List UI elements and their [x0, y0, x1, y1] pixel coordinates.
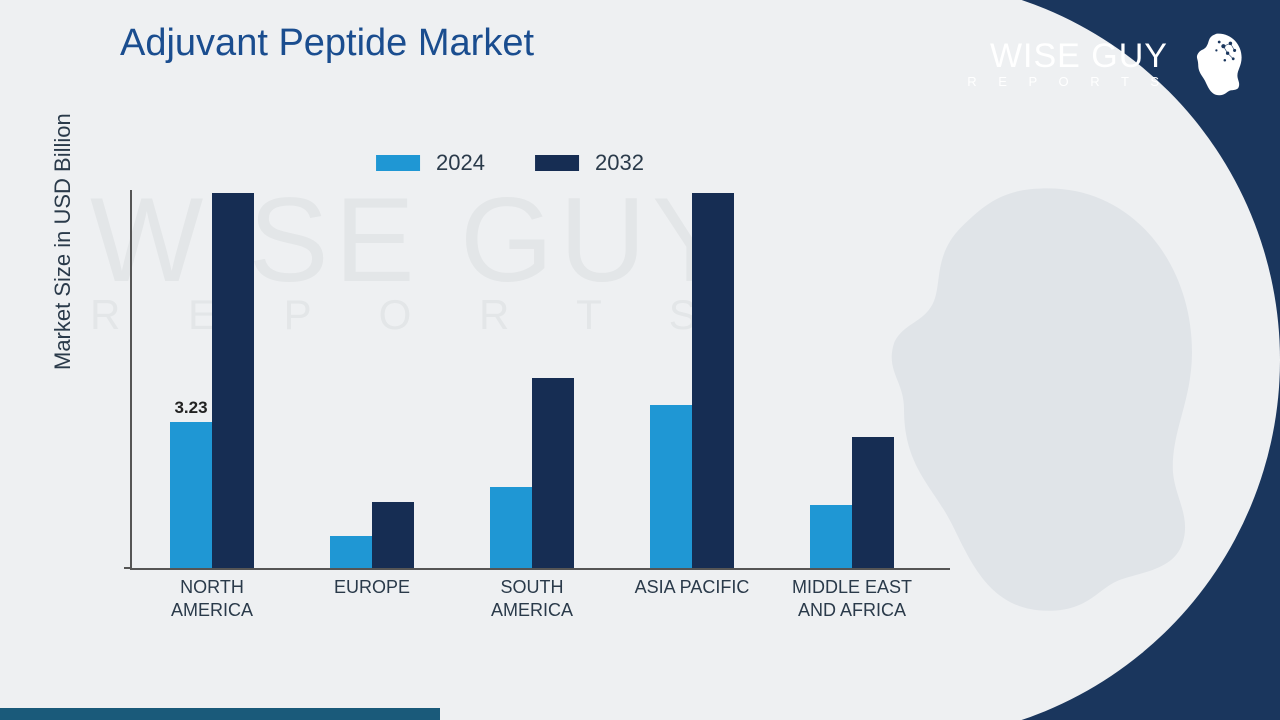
axis-tick: [124, 567, 132, 569]
legend-swatch: [376, 155, 420, 171]
brand-sub: R E P O R T S: [967, 74, 1168, 89]
chart-area: Market Size in USD Billion 20242032 3.23…: [60, 130, 960, 690]
category-label: NORTH AMERICA: [142, 568, 282, 621]
brand-main: WISE GUY: [967, 37, 1168, 76]
brand-logo: WISE GUY R E P O R T S: [967, 28, 1250, 98]
bar: [490, 487, 532, 568]
bar-value-label: 3.23: [174, 398, 207, 418]
bar: [330, 536, 372, 568]
legend-label: 2024: [436, 150, 485, 176]
bar-group: ASIA PACIFIC: [650, 193, 734, 568]
category-label: ASIA PACIFIC: [622, 568, 762, 599]
plot-area: 3.23NORTH AMERICA EUROPE SOUTH AMERICA ASIA…: [130, 190, 950, 570]
bar: [810, 505, 852, 568]
bottom-accent-bar: [0, 708, 440, 720]
bar-group: EUROPE: [330, 502, 414, 568]
legend-swatch: [535, 155, 579, 171]
bar: [650, 405, 692, 568]
bar: [372, 502, 414, 568]
bar: [532, 378, 574, 568]
bar-group: MIDDLE EAST AND AFRICA: [810, 437, 894, 568]
legend: 2024 2032: [376, 150, 644, 176]
bar-group: 3.23NORTH AMERICA: [170, 193, 254, 568]
category-label: EUROPE: [302, 568, 442, 599]
bar: [212, 193, 254, 568]
chart-canvas: WISE GUY R E P O R T S Adjuvant Peptide …: [0, 0, 1280, 720]
chart-title: Adjuvant Peptide Market: [120, 22, 534, 65]
category-label: MIDDLE EAST AND AFRICA: [782, 568, 922, 621]
legend-item: 2024: [376, 150, 485, 176]
bar-group: SOUTH AMERICA: [490, 378, 574, 568]
bar: [692, 193, 734, 568]
legend-label: 2032: [595, 150, 644, 176]
bar: [170, 422, 212, 568]
brand-head-icon: [1180, 28, 1250, 98]
legend-item: 2032: [535, 150, 644, 176]
bar: [852, 437, 894, 568]
y-axis-label: Market Size in USD Billion: [50, 113, 76, 370]
category-label: SOUTH AMERICA: [462, 568, 602, 621]
